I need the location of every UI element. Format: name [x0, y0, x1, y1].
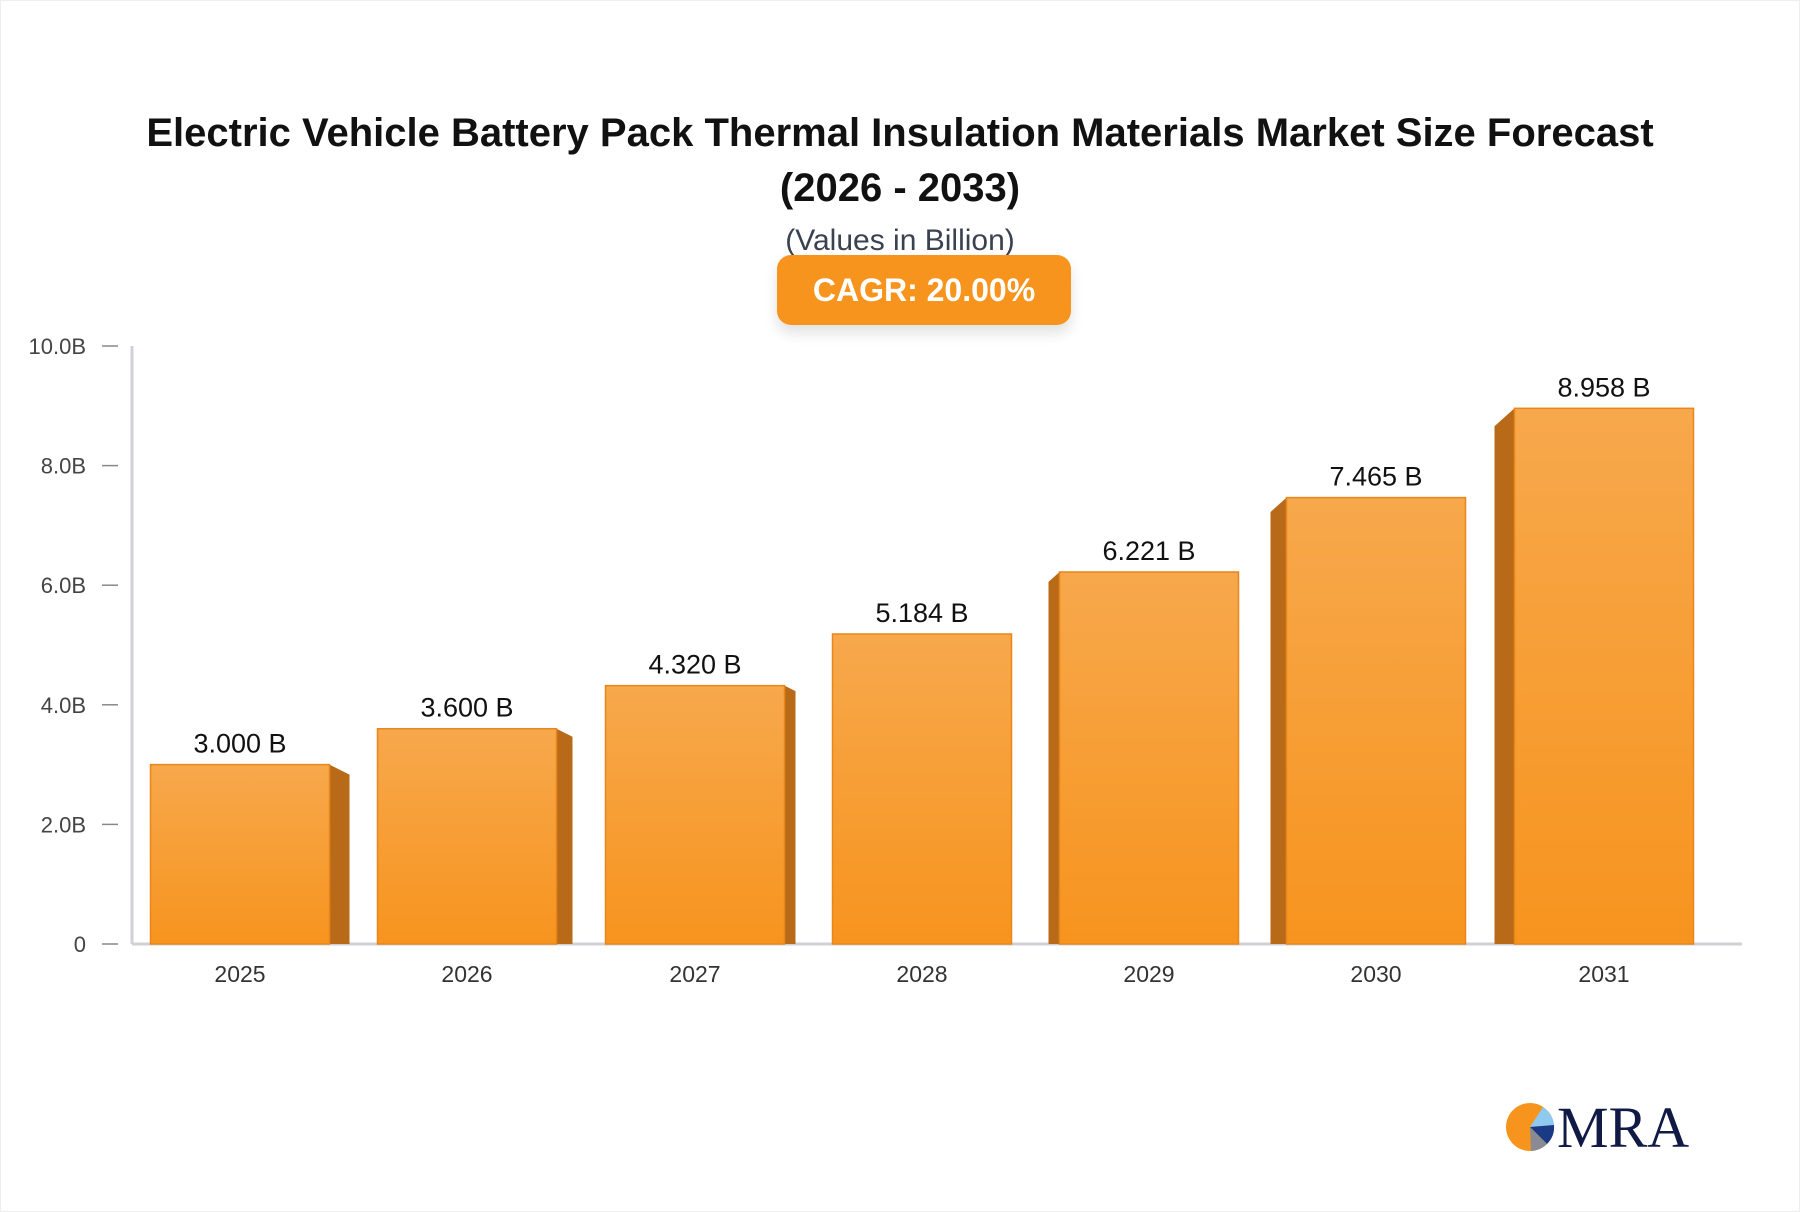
bar-side — [1270, 497, 1287, 944]
bar — [1513, 407, 1695, 945]
bar-side — [556, 728, 573, 944]
y-tick-label: 8.0B — [41, 454, 86, 479]
bar — [831, 633, 1013, 945]
bar — [604, 684, 786, 945]
y-tick-label: 2.0B — [41, 812, 86, 837]
bar-value-label: 8.958 B — [1557, 372, 1650, 402]
cagr-badge: CAGR: 20.00% — [777, 255, 1071, 325]
y-tick-label: 10.0B — [29, 334, 87, 359]
x-tick-label: 2030 — [1350, 961, 1401, 987]
x-tick-label: 2029 — [1123, 961, 1174, 987]
bar-value-label: 3.000 B — [193, 729, 286, 759]
logo-text: MRA — [1557, 1095, 1689, 1155]
x-tick-label: 2031 — [1578, 961, 1629, 987]
bar-value-label: 5.184 B — [875, 598, 968, 628]
bar-side — [329, 764, 350, 944]
y-tick-label: 4.0B — [41, 693, 86, 718]
mra-logo: MRA — [1506, 1095, 1689, 1155]
x-tick-label: 2026 — [441, 961, 492, 987]
bar-side — [1494, 408, 1515, 944]
bar-side — [784, 685, 796, 944]
bar — [149, 763, 331, 945]
bar — [1058, 571, 1240, 945]
y-tick-label: 0 — [74, 932, 86, 957]
bar-side — [1048, 571, 1060, 944]
bar-value-label: 7.465 B — [1329, 462, 1422, 492]
chart-title: Electric Vehicle Battery Pack Thermal In… — [146, 111, 1654, 210]
x-tick-label: 2025 — [214, 961, 265, 987]
y-tick-label: 6.0B — [41, 573, 86, 598]
chart-subtitle: (Values in Billion) — [785, 224, 1015, 257]
bar — [1285, 496, 1467, 945]
bar-value-label: 4.320 B — [648, 650, 741, 680]
bar-value-label: 3.600 B — [420, 693, 513, 723]
x-tick-label: 2028 — [896, 961, 947, 987]
bar-value-label: 6.221 B — [1102, 536, 1195, 566]
bar — [376, 727, 558, 945]
x-tick-label: 2027 — [669, 961, 720, 987]
